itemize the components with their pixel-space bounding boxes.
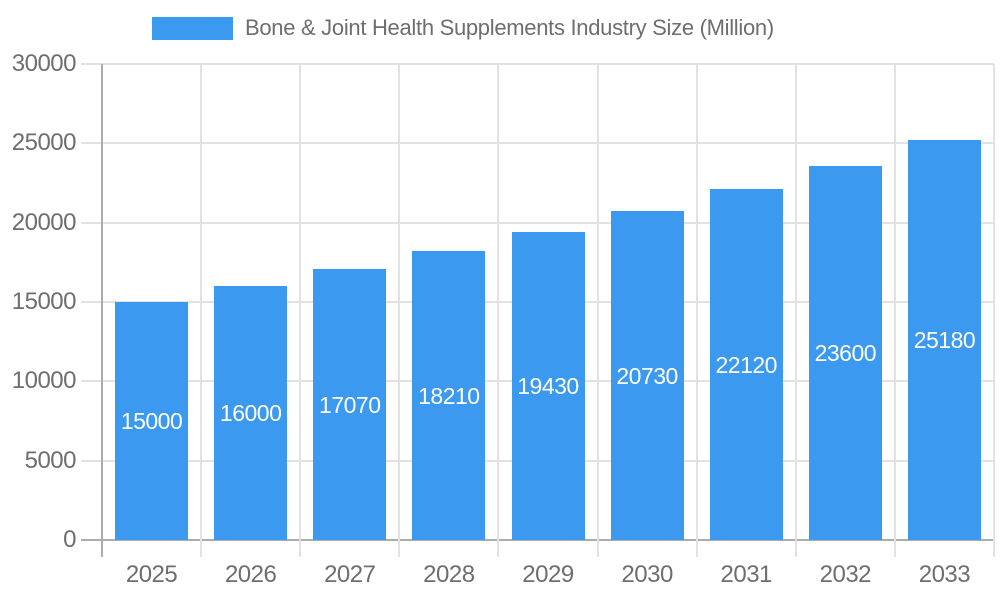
x-tick-mark [695,540,698,557]
bar [313,269,387,540]
bar [610,211,684,540]
bar [214,286,288,540]
bar-value-label: 15000 [120,408,183,434]
x-tick-mark [497,540,500,557]
y-tick-label: 0 [63,526,76,553]
bar-value-label: 16000 [219,400,282,427]
y-tick-mark [81,459,102,462]
x-tick-label: 2029 [522,561,574,588]
legend: Bone & Joint Health Supplements Industry… [152,15,774,41]
x-tick-mark [398,540,401,557]
bar [511,231,585,540]
y-tick-mark [81,301,102,303]
gridline-vertical [497,64,500,540]
y-tick-label: 10000 [11,367,77,395]
y-axis-line [101,64,103,540]
y-tick-mark [81,142,102,145]
gridline-horizontal [102,221,994,224]
bar [709,189,783,540]
bar-value-label: 20730 [616,362,678,389]
x-tick-mark [993,540,995,557]
y-tick-label: 5000 [24,446,77,474]
bar-value-label: 23600 [814,339,877,366]
bar-value-label: 18210 [418,382,480,409]
gridline-horizontal [102,63,994,65]
y-tick-mark [81,221,102,224]
gridline-vertical [893,64,896,540]
y-tick-label: 25000 [11,129,77,157]
x-tick-label: 2028 [423,561,475,588]
legend-swatch [152,16,233,40]
bar-value-label: 25180 [913,327,976,354]
gridline-vertical [398,64,401,540]
x-tick-label: 2027 [324,561,376,588]
gridline-vertical [200,64,203,540]
gridline-vertical [794,64,797,540]
gridline-vertical [993,64,995,540]
bar [907,140,981,540]
x-tick-mark [200,540,203,557]
x-axis-line [102,539,994,541]
bar [412,251,486,540]
bar-value-label: 19430 [517,372,579,399]
x-tick-label: 2033 [918,561,971,588]
gridline-vertical [299,64,302,540]
x-tick-mark [596,540,599,557]
x-tick-mark [893,540,896,557]
x-tick-label: 2032 [819,561,872,588]
gridline-vertical [596,64,599,540]
y-tick-label: 30000 [11,50,77,77]
x-tick-label: 2031 [720,561,773,588]
x-tick-label: 2030 [621,561,673,588]
bar-value-label: 22120 [715,351,777,378]
x-tick-mark [101,540,103,557]
x-tick-label: 2026 [224,561,277,588]
gridline-horizontal [102,142,994,145]
bar-value-label: 17070 [319,391,381,418]
legend-label: Bone & Joint Health Supplements Industry… [245,15,774,40]
y-tick-mark [81,63,102,65]
gridline-vertical [695,64,698,540]
y-tick-mark [81,380,102,383]
bar [808,165,882,540]
y-tick-label: 15000 [11,288,77,315]
x-tick-mark [794,540,797,557]
bar [115,302,189,540]
x-tick-mark [299,540,302,557]
y-tick-label: 20000 [11,208,77,236]
x-tick-label: 2025 [125,561,178,588]
y-tick-mark [81,539,102,541]
